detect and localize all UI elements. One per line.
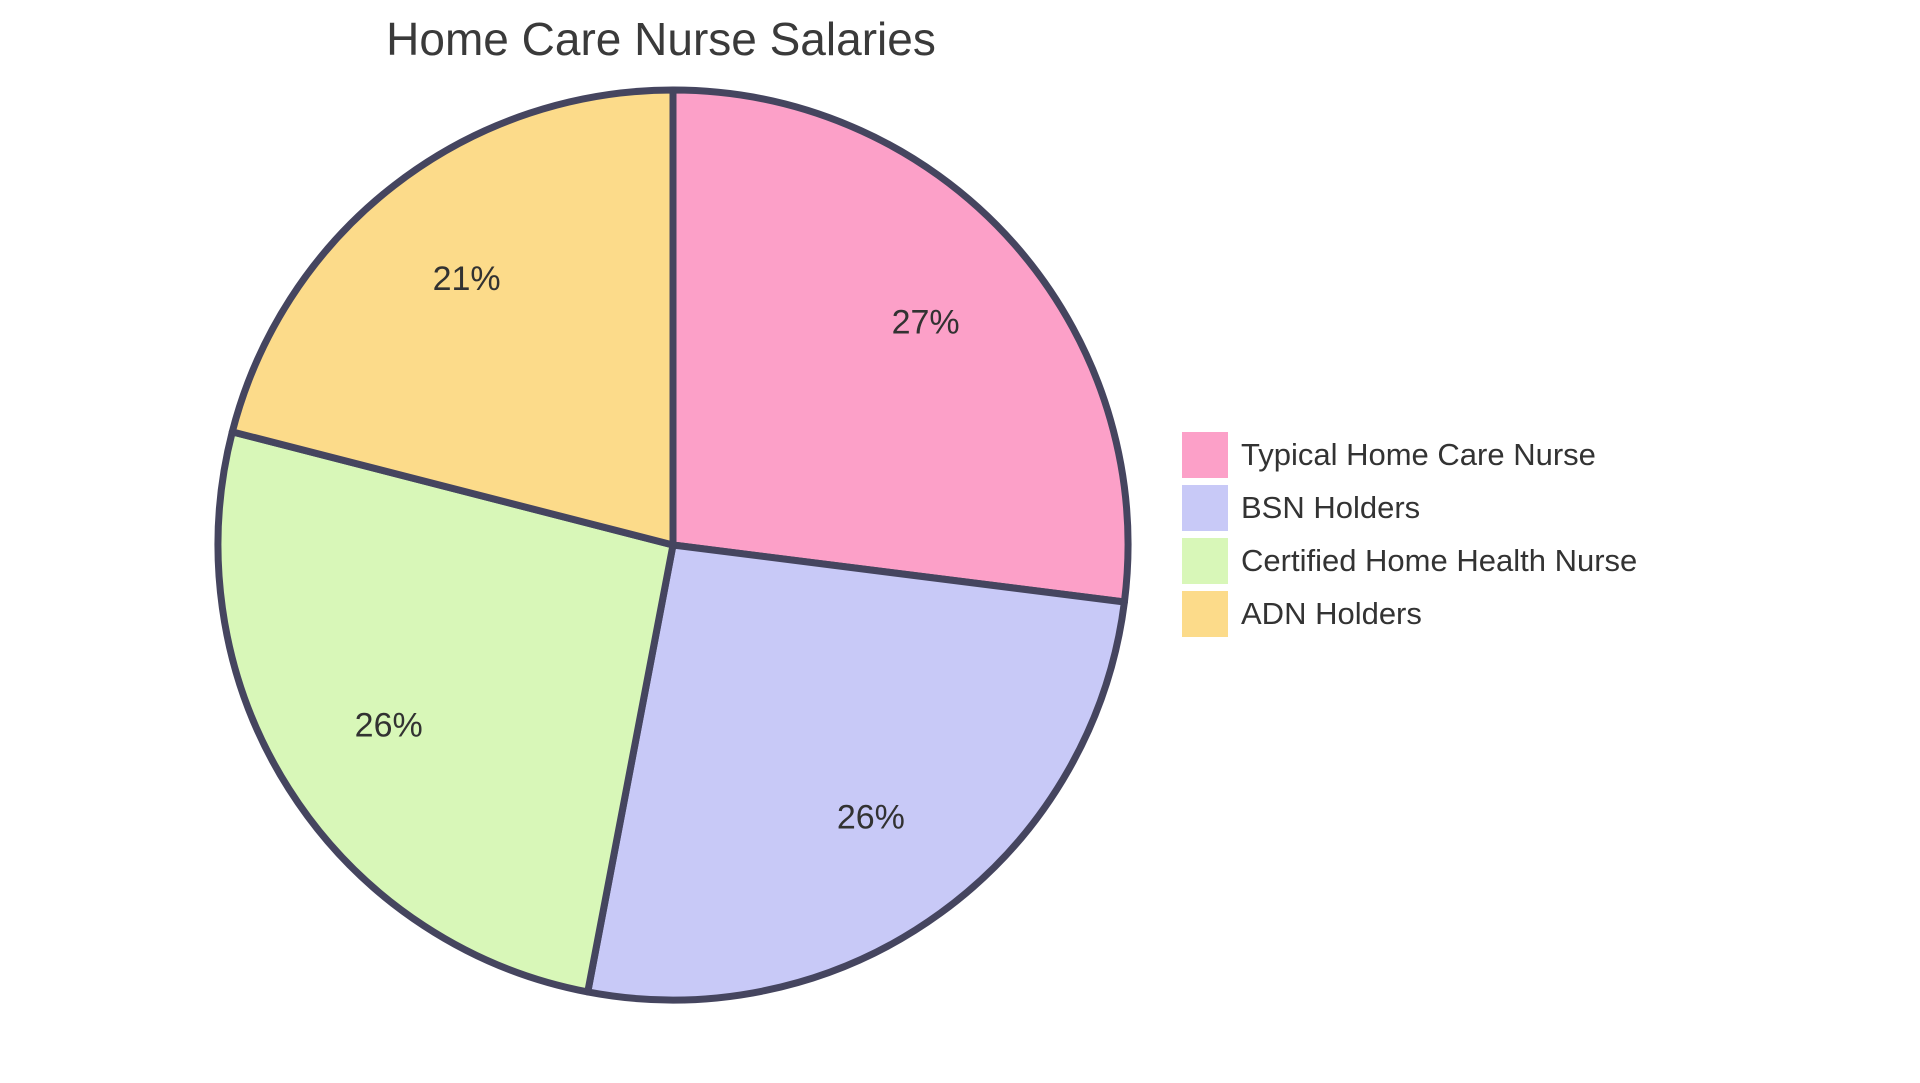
pie-slice-bsn-holders xyxy=(584,541,1128,1004)
legend-swatch-icon xyxy=(1182,485,1228,531)
slice-percent-label: 21% xyxy=(433,260,501,298)
slice-percent-label: 26% xyxy=(355,706,423,744)
pie-slice-certified-home-health-nurse xyxy=(214,428,677,996)
legend: Typical Home Care Nurse BSN Holders Certif… xyxy=(1182,432,1637,637)
pie-slice-adn-holders xyxy=(228,86,677,549)
slice-percent-label: 27% xyxy=(892,303,960,341)
legend-item-bsn-holders: BSN Holders xyxy=(1182,485,1637,531)
legend-item-adn-holders: ADN Holders xyxy=(1182,591,1637,637)
legend-swatch-icon xyxy=(1182,538,1228,584)
slice-percent-label: 26% xyxy=(837,798,905,836)
legend-label: Certified Home Health Nurse xyxy=(1241,543,1638,578)
pie-slice-typical-home-care-nurse xyxy=(669,86,1132,606)
legend-label: ADN Holders xyxy=(1241,596,1422,631)
pie-slices xyxy=(214,86,1132,1004)
slice-percent-labels: 27% 26% 26% 21% xyxy=(355,260,960,836)
legend-swatch-icon xyxy=(1182,591,1228,637)
legend-item-typical-home-care-nurse: Typical Home Care Nurse xyxy=(1182,432,1637,478)
chart-title: Home Care Nurse Salaries xyxy=(386,13,936,65)
legend-item-certified-home-health-nurse: Certified Home Health Nurse xyxy=(1182,538,1637,584)
legend-swatch-icon xyxy=(1182,432,1228,478)
legend-label: Typical Home Care Nurse xyxy=(1241,437,1596,472)
legend-label: BSN Holders xyxy=(1241,490,1421,525)
